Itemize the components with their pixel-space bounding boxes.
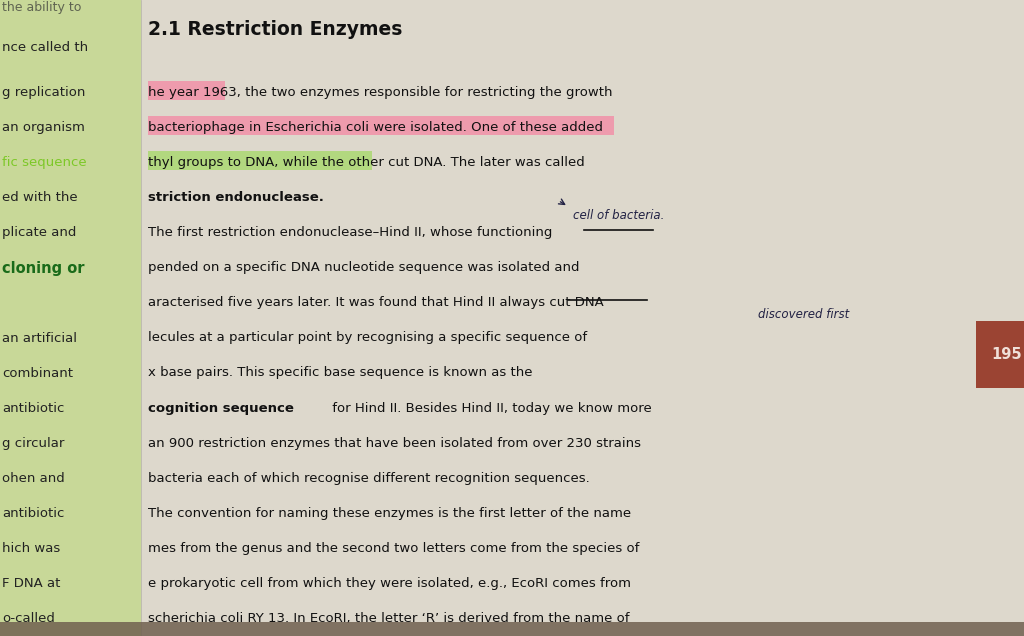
Text: pended on a specific DNA nucleotide sequence was isolated and: pended on a specific DNA nucleotide sequ… xyxy=(148,261,580,273)
Text: nce called th: nce called th xyxy=(2,41,88,54)
Text: aracterised five years later. It was found that Hind II always cut DNA: aracterised five years later. It was fou… xyxy=(148,296,604,308)
Text: 195: 195 xyxy=(991,347,1022,363)
Text: bacteriophage in Escherichia coli were isolated. One of these added: bacteriophage in Escherichia coli were i… xyxy=(148,121,603,134)
Text: ed with the: ed with the xyxy=(2,191,78,204)
Bar xyxy=(0,622,1024,636)
Bar xyxy=(141,0,1024,636)
Text: lecules at a particular point by recognising a specific sequence of: lecules at a particular point by recogni… xyxy=(148,331,588,343)
Bar xyxy=(0,0,141,636)
Text: The first restriction endonuclease–Hind II, whose functioning: The first restriction endonuclease–Hind … xyxy=(148,226,553,238)
Text: scherichia coli RY 13. In EcoRI, the letter ‘R’ is derived from the name of: scherichia coli RY 13. In EcoRI, the let… xyxy=(148,612,630,625)
Text: cloning or: cloning or xyxy=(2,261,85,276)
Text: an artificial: an artificial xyxy=(2,332,77,345)
Text: plicate and: plicate and xyxy=(2,226,77,238)
Text: cognition sequence: cognition sequence xyxy=(148,402,294,415)
Bar xyxy=(976,321,1024,388)
Text: antibiotic: antibiotic xyxy=(2,402,65,415)
Text: he year 1963, the two enzymes responsible for restricting the growth: he year 1963, the two enzymes responsibl… xyxy=(148,86,613,99)
Text: ohen and: ohen and xyxy=(2,472,65,485)
Text: combinant: combinant xyxy=(2,367,73,380)
Text: discovered first: discovered first xyxy=(758,308,849,321)
Text: hich was: hich was xyxy=(2,542,60,555)
Text: an 900 restriction enzymes that have been isolated from over 230 strains: an 900 restriction enzymes that have bee… xyxy=(148,437,641,450)
Text: cell of bacteria.: cell of bacteria. xyxy=(573,209,665,221)
Text: o-called: o-called xyxy=(2,612,55,625)
Text: thyl groups to DNA, while the other cut DNA. The later was called: thyl groups to DNA, while the other cut … xyxy=(148,156,586,169)
Text: x base pairs. This specific base sequence is known as the: x base pairs. This specific base sequenc… xyxy=(148,366,532,378)
Bar xyxy=(148,81,225,100)
Text: for Hind II. Besides Hind II, today we know more: for Hind II. Besides Hind II, today we k… xyxy=(328,402,651,415)
Text: g circular: g circular xyxy=(2,437,65,450)
Text: 2.1 Restriction Enzymes: 2.1 Restriction Enzymes xyxy=(148,20,402,39)
Text: g replication: g replication xyxy=(2,86,85,99)
Bar xyxy=(148,116,614,135)
Text: The convention for naming these enzymes is the first letter of the name: The convention for naming these enzymes … xyxy=(148,507,632,520)
Text: mes from the genus and the second two letters come from the species of: mes from the genus and the second two le… xyxy=(148,542,640,555)
Text: e prokaryotic cell from which they were isolated, e.g., EcoRI comes from: e prokaryotic cell from which they were … xyxy=(148,577,632,590)
Text: F DNA at: F DNA at xyxy=(2,577,60,590)
Text: fic sequence: fic sequence xyxy=(2,156,87,169)
Text: bacteria each of which recognise different recognition sequences.: bacteria each of which recognise differe… xyxy=(148,472,590,485)
Bar xyxy=(148,151,372,170)
Text: striction endonuclease.: striction endonuclease. xyxy=(148,191,325,204)
Text: antibiotic: antibiotic xyxy=(2,507,65,520)
Text: the ability to: the ability to xyxy=(2,1,82,14)
Text: an organism: an organism xyxy=(2,121,85,134)
